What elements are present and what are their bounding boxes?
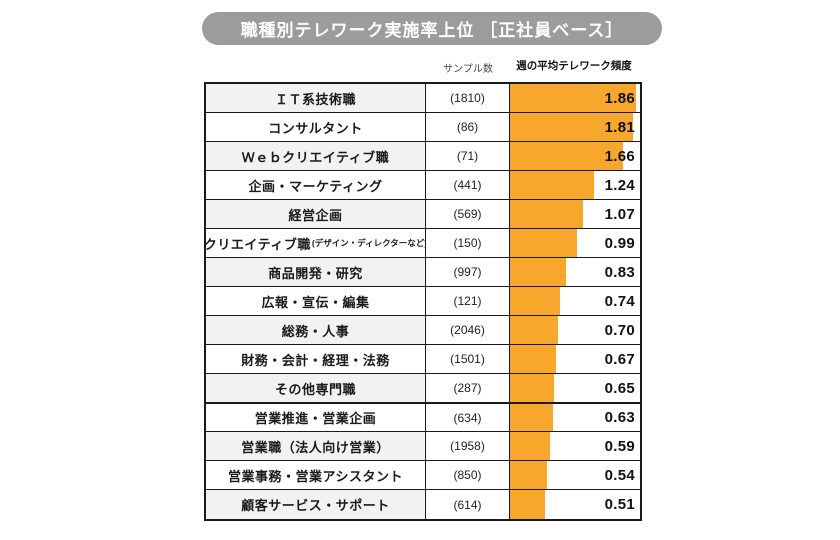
job-label: 商品開発・研究: [206, 258, 426, 286]
sample-count: (2046): [426, 316, 510, 344]
frequency-value: 0.54: [604, 466, 635, 484]
frequency-bar: [510, 316, 558, 344]
frequency-bar-cell: 0.54: [510, 461, 640, 489]
job-row: コンサルタント (86) 1.81: [206, 113, 640, 142]
job-label: 財務・会計・経理・法務: [206, 345, 426, 373]
sample-count: (850): [426, 461, 510, 489]
frequency-bar: [510, 287, 561, 315]
job-row: 営業職（法人向け営業） (1958) 0.59: [206, 432, 640, 461]
chart-title: 職種別テレワーク実施率上位 ［正社員ベース］: [240, 21, 624, 40]
job-label: ＩＴ系技術職: [206, 84, 426, 112]
frequency-bar: [510, 374, 555, 402]
job-row: ＩＴ系技術職 (1810) 1.86: [206, 84, 640, 113]
frequency-bar: [510, 258, 567, 286]
job-row: 財務・会計・経理・法務 (1501) 0.67: [206, 345, 640, 374]
sample-count: (86): [426, 113, 510, 141]
sample-count: (150): [426, 229, 510, 257]
frequency-value: 1.81: [604, 118, 635, 136]
frequency-bar: [510, 432, 551, 460]
job-label: コンサルタント: [206, 113, 426, 141]
frequency-bar: [510, 490, 545, 519]
job-label-note: (デザイン・ディレクターなど): [311, 238, 426, 248]
job-label: 営業推進・営業企画: [206, 404, 426, 431]
sample-count: (997): [426, 258, 510, 286]
chart-title-pill: 職種別テレワーク実施率上位 ［正社員ベース］: [202, 12, 662, 45]
frequency-bar-cell: 0.63: [510, 404, 640, 431]
sample-count: (569): [426, 200, 510, 228]
sample-count: (441): [426, 171, 510, 199]
sample-count: (634): [426, 404, 510, 431]
job-row: 顧客サービス・サポート (614) 0.51: [206, 490, 640, 519]
frequency-value: 0.99: [604, 234, 635, 252]
frequency-bar: [510, 345, 556, 373]
frequency-value: 0.63: [604, 409, 635, 426]
frequency-value: 0.51: [604, 496, 635, 513]
sample-count: (1958): [426, 432, 510, 460]
job-label: クリエイティブ職 (デザイン・ディレクターなど): [206, 229, 426, 257]
frequency-value: 0.70: [604, 321, 635, 339]
frequency-bar-cell: 1.81: [510, 113, 640, 141]
job-row: 営業推進・営業企画 (634) 0.63: [206, 403, 640, 432]
sample-count: (71): [426, 142, 510, 170]
frequency-value: 1.66: [604, 147, 635, 165]
frequency-bar: [510, 142, 623, 170]
job-row: 総務・人事 (2046) 0.70: [206, 316, 640, 345]
telework-table: ＩＴ系技術職 (1810) 1.86 コンサルタント (86) 1.81 Ｗｅｂクリエイティ…: [204, 82, 642, 521]
job-label: 営業職（法人向け営業）: [206, 432, 426, 460]
job-row: 企画・マーケティング (441) 1.24: [206, 171, 640, 200]
job-row: その他専門職 (287) 0.65: [206, 374, 640, 403]
frequency-bar: [510, 113, 634, 141]
frequency-value: 0.67: [604, 350, 635, 368]
frequency-bar: [510, 84, 637, 112]
frequency-value: 0.59: [604, 437, 635, 455]
frequency-bar: [510, 171, 595, 199]
frequency-value: 1.86: [604, 89, 635, 107]
frequency-bar: [510, 404, 553, 431]
frequency-value: 0.74: [604, 292, 635, 310]
job-label: 営業事務・営業アシスタント: [206, 461, 426, 489]
job-row: 経営企画 (569) 1.07: [206, 200, 640, 229]
sample-count: (287): [426, 374, 510, 402]
job-row: クリエイティブ職 (デザイン・ディレクターなど) (150) 0.99: [206, 229, 640, 258]
frequency-bar-cell: 0.67: [510, 345, 640, 373]
frequency-bar-cell: 0.99: [510, 229, 640, 257]
job-label: 企画・マーケティング: [206, 171, 426, 199]
job-row: 商品開発・研究 (997) 0.83: [206, 258, 640, 287]
sample-count: (1810): [426, 84, 510, 112]
frequency-bar-cell: 1.24: [510, 171, 640, 199]
sample-count: (1501): [426, 345, 510, 373]
frequency-value: 0.65: [604, 379, 635, 397]
job-row: 営業事務・営業アシスタント (850) 0.54: [206, 461, 640, 490]
frequency-bar: [510, 229, 578, 257]
job-row: 広報・宣伝・編集 (121) 0.74: [206, 287, 640, 316]
job-label: 広報・宣伝・編集: [206, 287, 426, 315]
frequency-bar-cell: 1.07: [510, 200, 640, 228]
frequency-bar-cell: 1.66: [510, 142, 640, 170]
frequency-bar-cell: 0.74: [510, 287, 640, 315]
sample-count: (614): [426, 490, 510, 519]
column-header-sample-count: サンプル数: [443, 64, 493, 75]
frequency-bar-cell: 0.70: [510, 316, 640, 344]
job-label: その他専門職: [206, 374, 426, 402]
frequency-value: 0.83: [604, 263, 635, 281]
frequency-bar-cell: 0.65: [510, 374, 640, 402]
job-label: 顧客サービス・サポート: [206, 490, 426, 519]
frequency-bar: [510, 200, 583, 228]
frequency-value: 1.07: [604, 205, 635, 223]
frequency-bar-cell: 0.51: [510, 490, 640, 519]
frequency-bar: [510, 461, 547, 489]
column-header-telework-frequency: 週の平均テレワーク頻度: [516, 60, 632, 72]
job-label: Ｗｅｂクリエイティブ職: [206, 142, 426, 170]
frequency-bar-cell: 0.83: [510, 258, 640, 286]
frequency-bar-cell: 1.86: [510, 84, 640, 112]
frequency-value: 1.24: [604, 176, 635, 194]
frequency-bar-cell: 0.59: [510, 432, 640, 460]
sample-count: (121): [426, 287, 510, 315]
job-label: 総務・人事: [206, 316, 426, 344]
job-label: 経営企画: [206, 200, 426, 228]
job-row: Ｗｅｂクリエイティブ職 (71) 1.66: [206, 142, 640, 171]
